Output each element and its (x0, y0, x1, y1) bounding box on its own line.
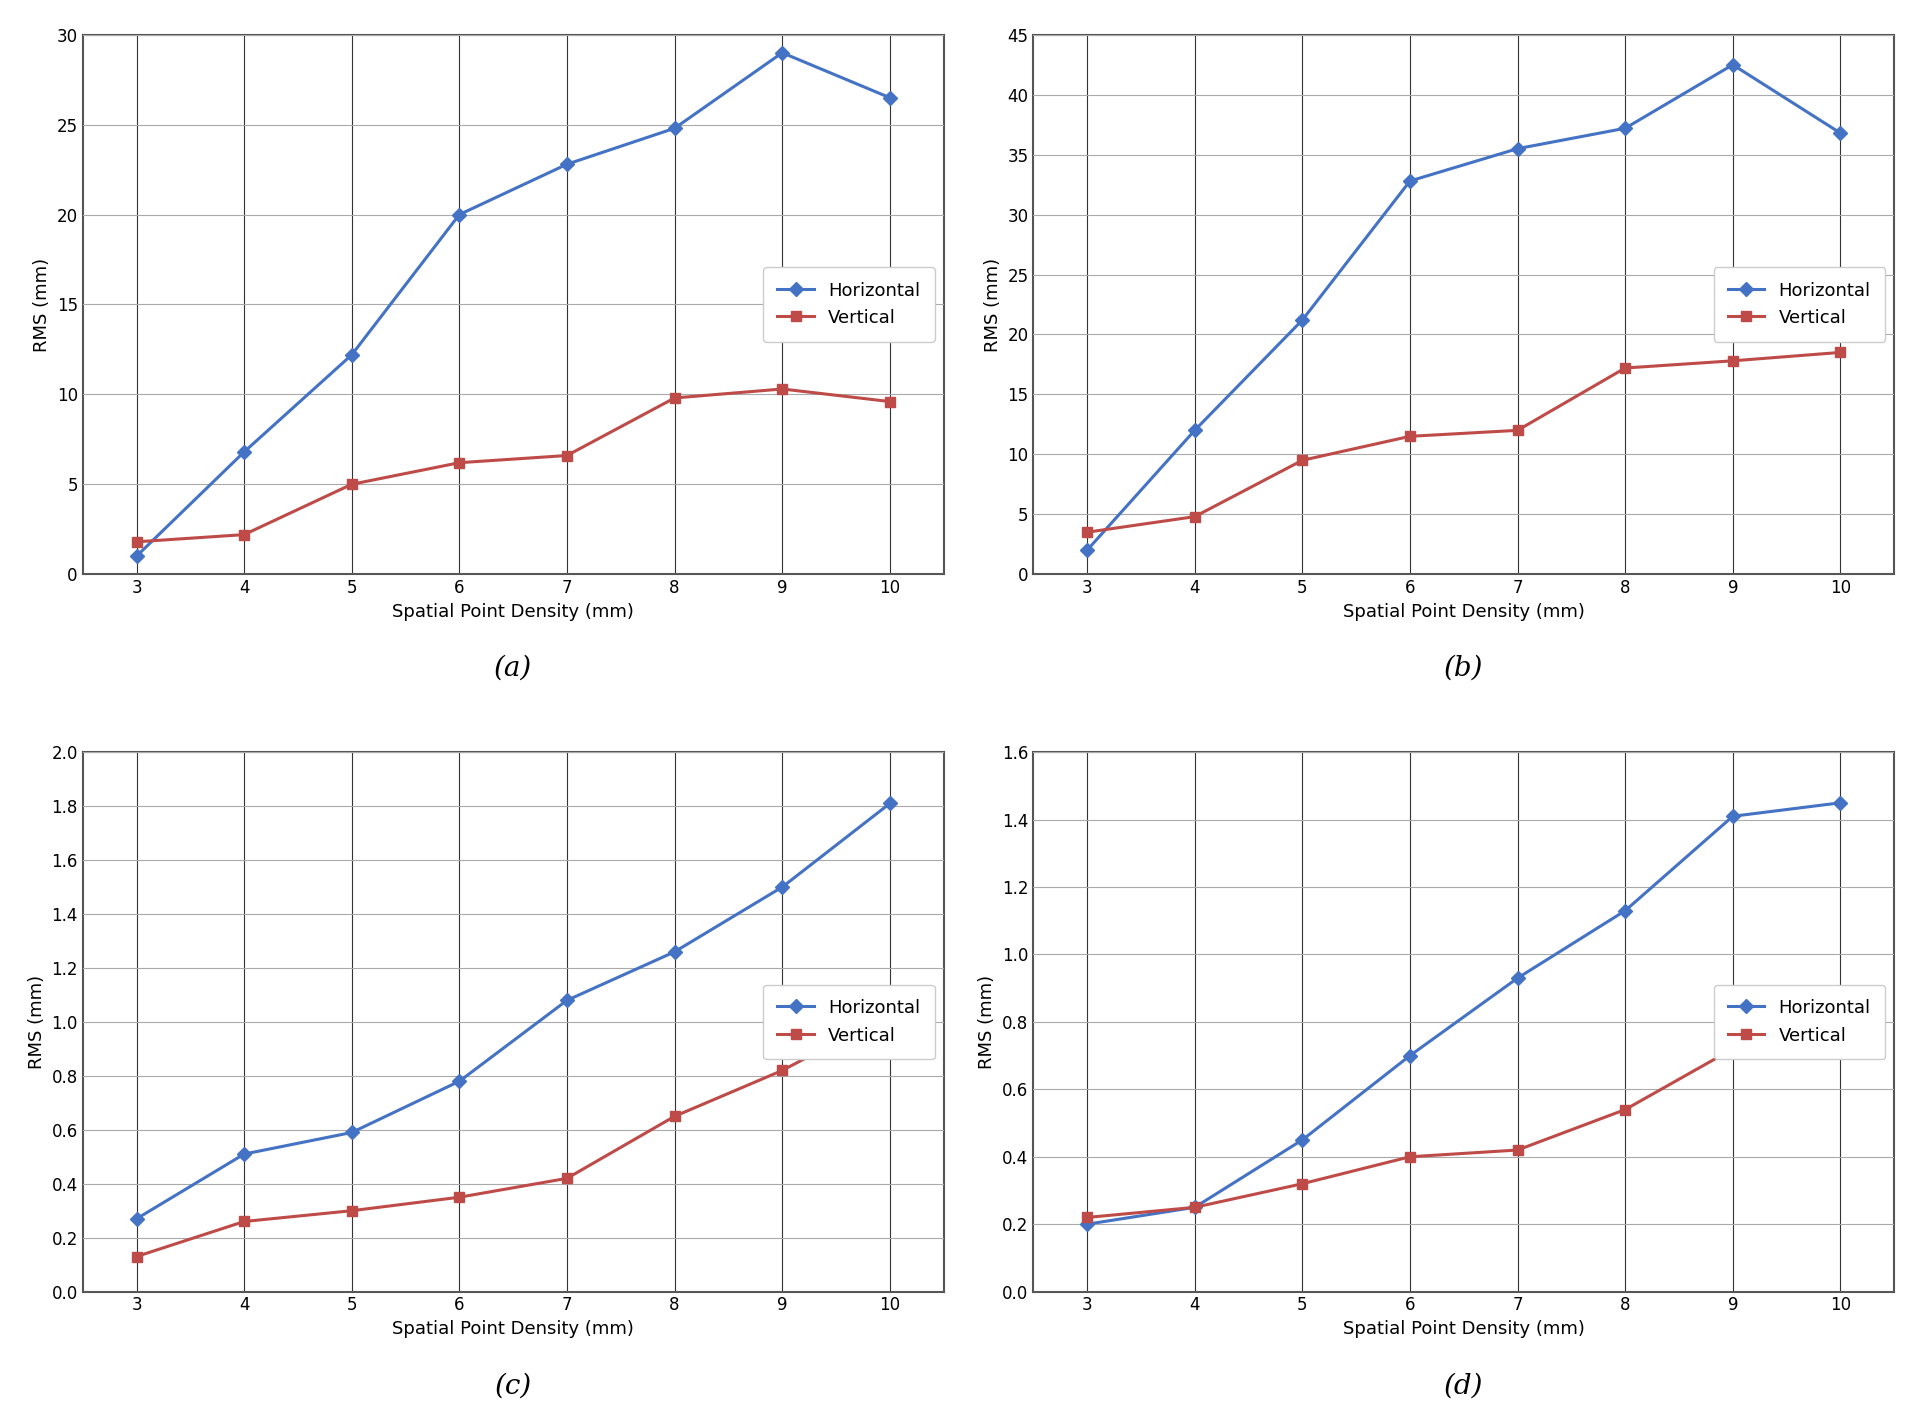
Vertical (1507, 422, 1530, 439)
Line: Horizontal: Horizontal (131, 48, 894, 561)
X-axis label: Spatial Point Density (mm): Spatial Point Density (mm) (1343, 603, 1584, 621)
Vertical (1614, 360, 1638, 377)
Line: Vertical: Vertical (131, 384, 894, 547)
Line: Vertical: Vertical (131, 1009, 894, 1262)
Horizontal (448, 206, 471, 223)
Vertical (1184, 509, 1207, 526)
Horizontal (1292, 1131, 1315, 1148)
Vertical (1076, 524, 1099, 541)
Vertical (878, 1005, 901, 1022)
Vertical (125, 1248, 148, 1265)
Vertical (1399, 428, 1422, 445)
X-axis label: Spatial Point Density (mm): Spatial Point Density (mm) (1343, 1320, 1584, 1339)
Y-axis label: RMS (mm): RMS (mm) (33, 257, 52, 351)
Line: Horizontal: Horizontal (131, 799, 894, 1223)
Y-axis label: RMS (mm): RMS (mm) (978, 975, 996, 1069)
Horizontal (663, 119, 686, 136)
Horizontal (233, 443, 256, 460)
Vertical (771, 1061, 794, 1079)
Vertical (663, 389, 686, 406)
Horizontal (340, 347, 363, 364)
Horizontal (771, 44, 794, 61)
Legend: Horizontal, Vertical: Horizontal, Vertical (763, 985, 934, 1059)
Vertical (1507, 1141, 1530, 1158)
Vertical (878, 394, 901, 411)
Horizontal (1614, 902, 1638, 919)
Horizontal (125, 1211, 148, 1228)
Horizontal (1614, 119, 1638, 136)
Horizontal (1507, 141, 1530, 158)
Vertical (233, 526, 256, 543)
Vertical (448, 455, 471, 472)
Legend: Horizontal, Vertical: Horizontal, Vertical (1714, 267, 1885, 341)
Vertical (1722, 352, 1745, 369)
Text: (c): (c) (494, 1373, 532, 1400)
Text: (b): (b) (1443, 655, 1484, 682)
Vertical (555, 448, 579, 465)
Horizontal (1076, 541, 1099, 558)
Text: (d): (d) (1443, 1373, 1484, 1400)
Vertical (771, 381, 794, 398)
Horizontal (878, 90, 901, 107)
Vertical (663, 1108, 686, 1125)
Line: Horizontal: Horizontal (1082, 60, 1845, 556)
Vertical (1722, 1040, 1745, 1057)
Horizontal (878, 794, 901, 811)
Horizontal (555, 992, 579, 1009)
Horizontal (1184, 422, 1207, 439)
Line: Horizontal: Horizontal (1082, 799, 1845, 1229)
Vertical (1292, 452, 1315, 469)
Horizontal (233, 1145, 256, 1162)
Horizontal (1830, 794, 1853, 811)
Vertical (1830, 1013, 1853, 1030)
Horizontal (125, 547, 148, 564)
Text: (a): (a) (494, 655, 532, 682)
Vertical (1292, 1175, 1315, 1192)
Vertical (1830, 344, 1853, 361)
Horizontal (1184, 1199, 1207, 1216)
Vertical (233, 1214, 256, 1231)
Vertical (125, 533, 148, 550)
Horizontal (340, 1124, 363, 1141)
Vertical (448, 1189, 471, 1206)
Vertical (340, 476, 363, 493)
Horizontal (1722, 57, 1745, 74)
Vertical (1614, 1101, 1638, 1118)
Horizontal (1076, 1216, 1099, 1233)
Line: Vertical: Vertical (1082, 348, 1845, 537)
Vertical (555, 1169, 579, 1187)
Horizontal (555, 156, 579, 173)
Horizontal (448, 1073, 471, 1090)
Legend: Horizontal, Vertical: Horizontal, Vertical (763, 267, 934, 341)
Horizontal (1399, 1047, 1422, 1064)
X-axis label: Spatial Point Density (mm): Spatial Point Density (mm) (392, 603, 634, 621)
Y-axis label: RMS (mm): RMS (mm) (984, 257, 1001, 351)
Horizontal (771, 878, 794, 895)
Vertical (1399, 1148, 1422, 1165)
Y-axis label: RMS (mm): RMS (mm) (27, 975, 46, 1069)
Horizontal (1507, 969, 1530, 986)
Horizontal (1722, 807, 1745, 824)
Line: Vertical: Vertical (1082, 1017, 1845, 1222)
Horizontal (663, 944, 686, 961)
Legend: Horizontal, Vertical: Horizontal, Vertical (1714, 985, 1885, 1059)
Horizontal (1292, 311, 1315, 328)
Vertical (1184, 1199, 1207, 1216)
Vertical (340, 1202, 363, 1219)
Horizontal (1830, 125, 1853, 142)
Vertical (1076, 1209, 1099, 1226)
X-axis label: Spatial Point Density (mm): Spatial Point Density (mm) (392, 1320, 634, 1339)
Horizontal (1399, 172, 1422, 189)
